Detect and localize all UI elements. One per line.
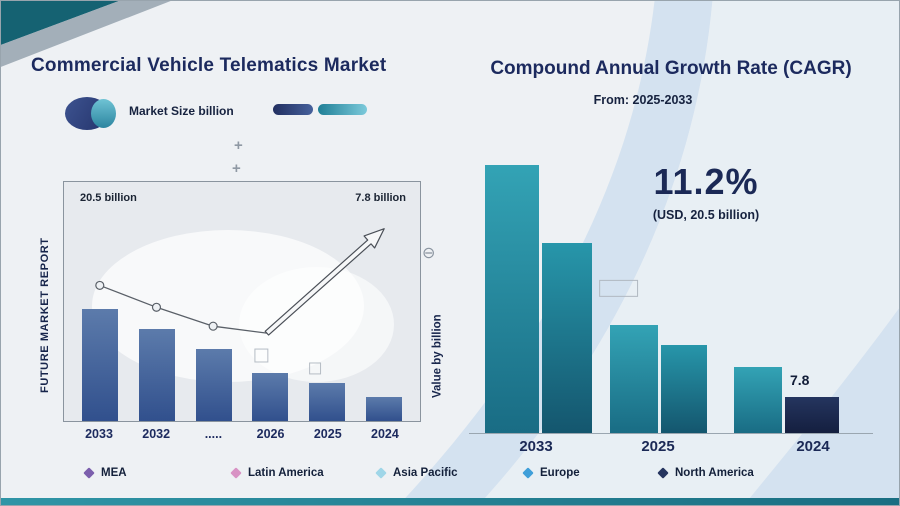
bottom-accent-bar xyxy=(1,498,899,505)
legend-item-mea: MEA xyxy=(83,467,127,479)
x-axis-label: 2026 xyxy=(256,427,285,441)
plus-icon: + xyxy=(232,160,241,177)
legend-marker-icon xyxy=(83,467,95,479)
x-axis-label: 2025 xyxy=(313,427,342,441)
left-bar-2033 xyxy=(82,309,118,421)
x-axis-label: 2024 xyxy=(371,427,399,441)
left-chart: 20.5 billion 7.8 billion xyxy=(63,181,421,422)
market-size-icon xyxy=(65,97,117,131)
trend-marker xyxy=(95,280,105,290)
x-axis-label: 2033 xyxy=(85,427,113,441)
trend-line xyxy=(99,284,267,334)
left-chart-bars xyxy=(64,182,420,421)
x-axis-label: 2032 xyxy=(142,427,171,441)
trend-arrow-overlay xyxy=(95,228,385,375)
annotation-end-value: 7.8 billion xyxy=(355,192,406,204)
left-bar-2032 xyxy=(138,329,175,421)
region-legend: MEA Latin America Asia Pacific Europe No… xyxy=(1,467,899,489)
legend-label: Latin America xyxy=(248,467,324,479)
legend-item-north-america: North America xyxy=(657,467,754,479)
minus-circle-icon: ⊖ xyxy=(422,245,436,262)
right-bar-2025-a xyxy=(610,325,658,433)
right-chart-title: Compound Annual Growth Rate (CAGR) xyxy=(490,58,852,79)
legend-marker-icon xyxy=(230,467,242,479)
left-bar-2026 xyxy=(252,373,289,421)
x-axis-label: 2033 xyxy=(519,438,553,455)
trend-marker xyxy=(208,321,218,331)
legend-item-asia-pacific: Asia Pacific xyxy=(375,467,458,479)
legend-item-latin-america: Latin America xyxy=(230,467,324,479)
trend-marker xyxy=(151,302,162,312)
legend-label: Europe xyxy=(540,467,580,479)
x-axis-label: 2024 xyxy=(796,438,830,455)
x-axis-label: 2025 xyxy=(641,438,675,455)
bar-value-annotation: 7.8 xyxy=(790,372,810,388)
pill-teal-icon xyxy=(318,104,367,115)
annotation-start-value: 20.5 billion xyxy=(80,192,137,204)
cagr-sub-label: (USD, 20.5 billion) xyxy=(652,208,760,222)
right-bar-2033-a xyxy=(485,165,539,433)
disc-teal-icon xyxy=(91,99,116,128)
right-bar-2025-b xyxy=(661,345,707,433)
pill-navy-icon xyxy=(273,104,313,115)
decor-rectangle xyxy=(599,279,639,297)
market-size-label: Market Size billion xyxy=(129,104,234,118)
left-bar-2024 xyxy=(365,397,402,421)
legend-marker-icon xyxy=(657,467,669,479)
legend-label: Asia Pacific xyxy=(393,467,458,479)
legend-marker-icon xyxy=(375,467,387,479)
left-chart-title: Commercial Vehicle Telematics Market xyxy=(31,55,387,76)
corner-triangle-teal xyxy=(1,1,119,45)
legend-label: MEA xyxy=(101,467,127,479)
right-bar-2033-b xyxy=(542,243,592,433)
cagr-value: 11.2% xyxy=(653,161,759,202)
left-bar-2025 xyxy=(309,383,346,421)
value-axis-label: Value by billion xyxy=(431,314,444,398)
right-chart-subtitle: From: 2025-2033 xyxy=(593,93,693,107)
left-bar-mid xyxy=(195,349,232,421)
legend-marker-icon xyxy=(522,467,534,479)
right-bar-2024-a xyxy=(734,367,782,433)
future-market-report-watermark: FUTURE MARKET REPORT xyxy=(39,237,51,394)
right-bar-2024-b xyxy=(785,397,839,433)
growth-arrow-icon xyxy=(264,228,385,336)
x-axis-label: ..... xyxy=(204,427,223,441)
decor-square xyxy=(254,348,269,363)
plus-icon: + xyxy=(234,137,243,154)
decor-square xyxy=(309,362,322,375)
legend-item-europe: Europe xyxy=(522,467,580,479)
right-chart-baseline xyxy=(469,433,873,434)
left-x-axis: 2033 2032 ..... 2026 2025 2024 xyxy=(63,427,421,441)
legend-label: North America xyxy=(675,467,754,479)
